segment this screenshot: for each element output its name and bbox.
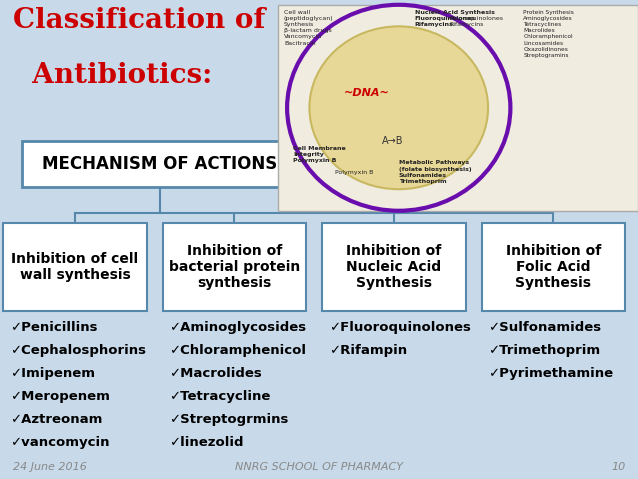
Text: NNRG SCHOOL OF PHARMACY: NNRG SCHOOL OF PHARMACY: [235, 462, 403, 472]
Text: 10: 10: [611, 462, 625, 472]
Text: ✓Sulfonamides: ✓Sulfonamides: [488, 321, 601, 334]
Text: ✓Fluoroquinolones: ✓Fluoroquinolones: [329, 321, 470, 334]
Ellipse shape: [309, 26, 488, 189]
Text: ~DNA~: ~DNA~: [344, 89, 390, 98]
Text: Protein Synthesis
Aminoglycosides
Tetracyclines
Macrolides
Chloramphenicol
Linco: Protein Synthesis Aminoglycosides Tetrac…: [523, 10, 574, 58]
Text: MECHANISM OF ACTIONS: MECHANISM OF ACTIONS: [42, 155, 277, 173]
Text: Inhibition of
bacterial protein
synthesis: Inhibition of bacterial protein synthesi…: [169, 244, 300, 290]
Text: Inhibition of
Nucleic Acid
Synthesis: Inhibition of Nucleic Acid Synthesis: [346, 244, 441, 290]
FancyBboxPatch shape: [22, 141, 297, 187]
Text: ✓linezolid: ✓linezolid: [169, 436, 244, 449]
Text: ✓Streptogrmins: ✓Streptogrmins: [169, 413, 288, 426]
FancyBboxPatch shape: [322, 223, 466, 311]
Text: ✓Rifampin: ✓Rifampin: [329, 344, 406, 357]
Text: ✓Cephalosphorins: ✓Cephalosphorins: [10, 344, 145, 357]
Text: Cell wall
(peptidoglycan)
Synthesis
β-lactam drugs
Vancomycin
Bacitracin: Cell wall (peptidoglycan) Synthesis β-la…: [284, 10, 334, 46]
Text: ✓Macrolides: ✓Macrolides: [169, 367, 262, 380]
Text: Cell Membrane
Integrity
Polymyxin B: Cell Membrane Integrity Polymyxin B: [293, 146, 346, 163]
FancyBboxPatch shape: [482, 223, 625, 311]
Text: ✓Trimethoprim: ✓Trimethoprim: [488, 344, 600, 357]
Text: ✓Pyrimethamine: ✓Pyrimethamine: [488, 367, 613, 380]
Text: A→B: A→B: [382, 137, 403, 146]
Text: ✓Tetracycline: ✓Tetracycline: [169, 390, 271, 403]
Text: Metabolic Pathways
(folate biosynthesis)
Sulfonamides
Trimethoprim: Metabolic Pathways (folate biosynthesis)…: [399, 160, 471, 184]
Text: Nucleic Acid Synthesis
Fluoroquinolones
Rifamycins: Nucleic Acid Synthesis Fluoroquinolones …: [415, 10, 494, 27]
Text: ✓Penicillins: ✓Penicillins: [10, 321, 97, 334]
Text: Classification of: Classification of: [13, 7, 265, 34]
Text: Inhibition of cell
wall synthesis: Inhibition of cell wall synthesis: [11, 252, 138, 282]
Text: 24 June 2016: 24 June 2016: [13, 462, 87, 472]
Text: Fluoroquinolones
Rifamycins: Fluoroquinolones Rifamycins: [450, 10, 504, 27]
FancyBboxPatch shape: [278, 5, 638, 211]
Text: ✓Aminoglycosides: ✓Aminoglycosides: [169, 321, 306, 334]
Text: ✓Chloramphenicol: ✓Chloramphenicol: [169, 344, 306, 357]
Text: Inhibition of
Folic Acid
Synthesis: Inhibition of Folic Acid Synthesis: [506, 244, 601, 290]
Text: ✓Aztreonam: ✓Aztreonam: [10, 413, 102, 426]
FancyBboxPatch shape: [3, 223, 147, 311]
Text: Antibiotics:: Antibiotics:: [13, 62, 212, 89]
Text: Polymyxin B: Polymyxin B: [335, 158, 373, 175]
Text: ✓vancomycin: ✓vancomycin: [10, 436, 109, 449]
Text: ✓Imipenem: ✓Imipenem: [10, 367, 94, 380]
Text: ✓Meropenem: ✓Meropenem: [10, 390, 110, 403]
FancyBboxPatch shape: [163, 223, 306, 311]
